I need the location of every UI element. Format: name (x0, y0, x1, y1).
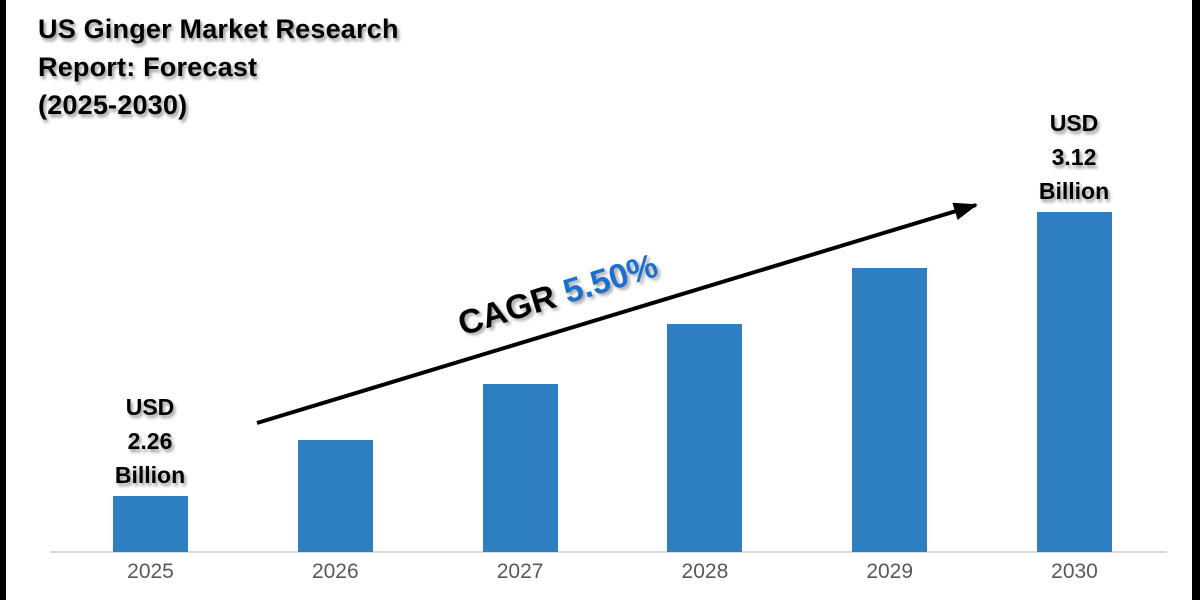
bar-2026 (297, 440, 373, 552)
data-label-2030: USD 3.12 Billion (1038, 110, 1110, 204)
cagr-value: 5.50% (558, 246, 663, 312)
bar-2028 (667, 324, 743, 552)
x-tick-2026: 2026 (311, 560, 359, 583)
x-tick-2028: 2028 (681, 560, 729, 583)
x-tick-2025: 2025 (127, 560, 174, 583)
x-tick-2029: 2029 (866, 560, 914, 583)
chart-title: US Ginger Market Research Report: Foreca… (38, 14, 399, 120)
bar-2030 (1037, 212, 1112, 552)
x-tick-2030: 2030 (1051, 560, 1098, 583)
cagr-annotation: CAGR5.50% (409, 233, 707, 358)
x-axis-line (50, 551, 1167, 553)
bar-2027 (482, 384, 558, 552)
bar-2025 (113, 496, 188, 552)
right-border-bar (1192, 0, 1200, 600)
left-border-bar (0, 0, 6, 600)
x-tick-2027: 2027 (496, 560, 544, 583)
bar-2029 (852, 268, 928, 552)
cagr-label: CAGR (453, 277, 561, 344)
data-label-2025: USD 2.26 Billion (114, 394, 186, 488)
